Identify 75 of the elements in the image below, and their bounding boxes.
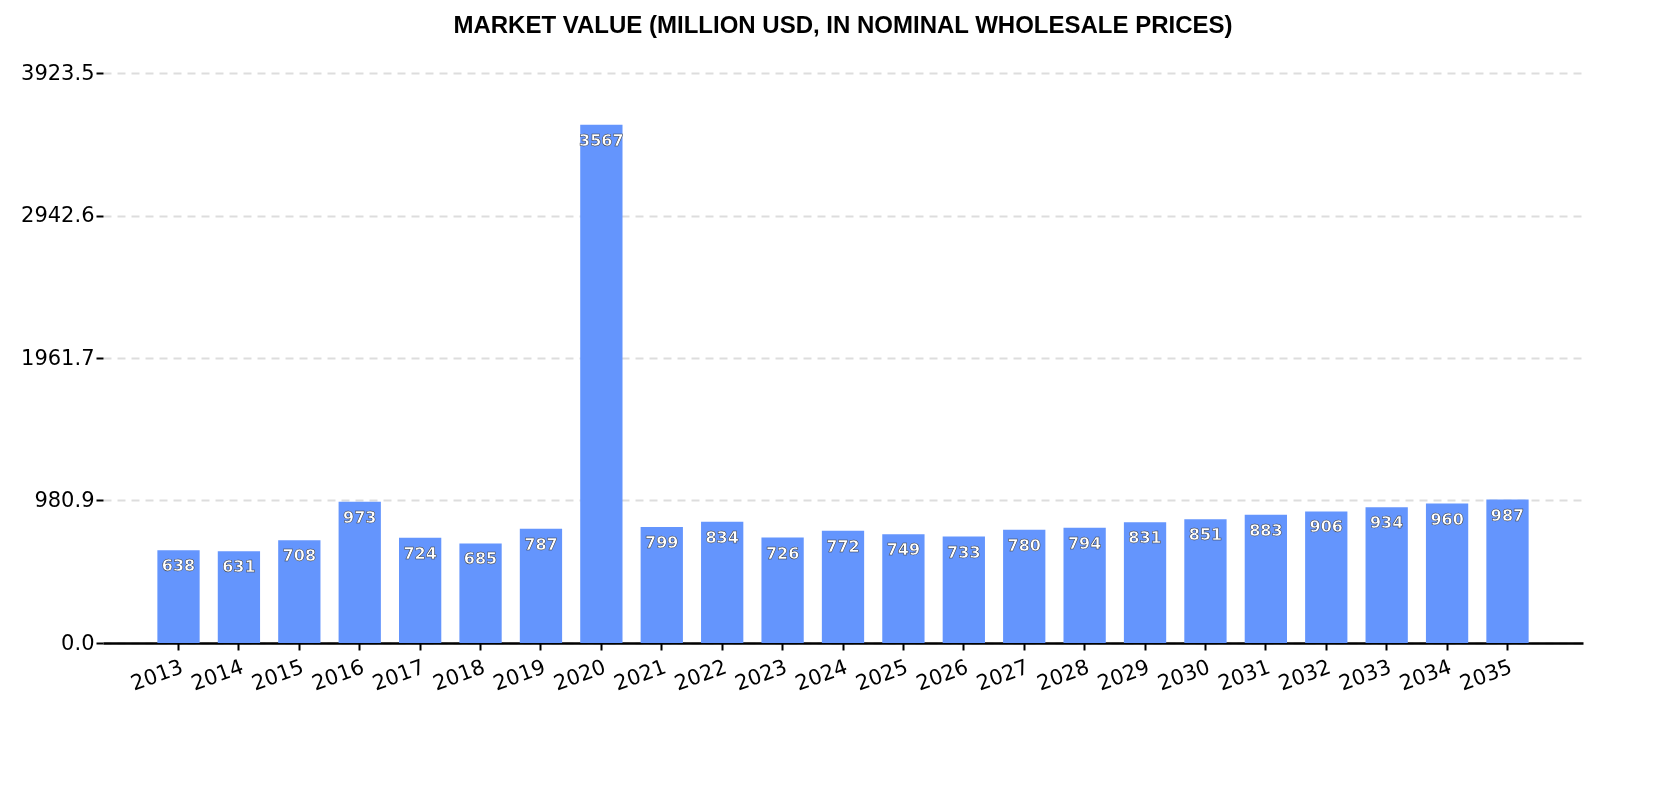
data-label: 3567 bbox=[579, 130, 624, 150]
data-label: 631 bbox=[222, 557, 256, 577]
data-label: 787 bbox=[524, 534, 558, 554]
x-tick-label: 2031 bbox=[1214, 654, 1274, 696]
x-tick-label: 2027 bbox=[973, 654, 1032, 696]
x-tick-label: 2015 bbox=[248, 654, 307, 696]
x-tick-label: 2035 bbox=[1456, 654, 1516, 696]
x-tick-label: 2034 bbox=[1396, 654, 1455, 696]
data-label: 749 bbox=[886, 540, 921, 560]
bar bbox=[278, 540, 321, 643]
x-tick-label: 2030 bbox=[1154, 654, 1213, 696]
data-label: 799 bbox=[645, 532, 679, 552]
bar bbox=[399, 537, 442, 643]
x-tick-label: 2033 bbox=[1335, 654, 1395, 696]
bar bbox=[1184, 519, 1227, 643]
bar bbox=[338, 501, 381, 643]
y-tick-label: 1961.7 bbox=[21, 345, 95, 370]
data-label: 724 bbox=[403, 543, 437, 563]
x-tick-label: 2029 bbox=[1094, 654, 1153, 696]
bar bbox=[1003, 529, 1046, 643]
bar bbox=[1123, 522, 1167, 643]
x-tick-label: 2021 bbox=[610, 654, 670, 696]
y-tick-label: 980.9 bbox=[34, 488, 95, 512]
y-tick-label: 2942.6 bbox=[21, 203, 95, 227]
bar bbox=[942, 536, 985, 643]
bar bbox=[1425, 503, 1469, 643]
data-label: 987 bbox=[1490, 505, 1525, 525]
x-tick-label: 2032 bbox=[1275, 654, 1334, 696]
y-tick-label: 0.0 bbox=[61, 630, 95, 655]
x-tick-label: 2014 bbox=[188, 654, 247, 696]
data-label: 883 bbox=[1249, 520, 1283, 540]
y-tick-label: 3923.5 bbox=[21, 60, 95, 85]
bar bbox=[640, 526, 683, 643]
data-label: 834 bbox=[705, 527, 739, 547]
data-label: 906 bbox=[1309, 517, 1343, 537]
bar bbox=[157, 550, 200, 643]
x-tick-label: 2028 bbox=[1033, 654, 1093, 696]
bar bbox=[701, 521, 744, 643]
x-tick-label: 2020 bbox=[550, 654, 609, 696]
bar bbox=[580, 124, 623, 643]
bar bbox=[459, 543, 502, 643]
x-tick-label: 2019 bbox=[490, 654, 549, 696]
bar bbox=[1486, 499, 1529, 643]
bar bbox=[1305, 511, 1348, 643]
data-label: 934 bbox=[1369, 513, 1404, 533]
bar bbox=[1244, 514, 1287, 643]
x-tick-label: 2017 bbox=[369, 654, 428, 696]
bar bbox=[761, 537, 804, 643]
x-tick-label: 2024 bbox=[792, 654, 851, 696]
data-label: 794 bbox=[1067, 533, 1102, 553]
bar bbox=[1063, 527, 1106, 643]
chart-title: MARKET VALUE (MILLION USD, IN NOMINAL WHOLESALE PRICES) bbox=[453, 11, 1233, 38]
data-label: 780 bbox=[1007, 535, 1041, 555]
data-label: 973 bbox=[343, 507, 377, 527]
x-tick-label: 2022 bbox=[671, 654, 730, 696]
data-label: 772 bbox=[826, 536, 860, 556]
data-label: 960 bbox=[1430, 509, 1464, 529]
data-label: 831 bbox=[1128, 528, 1162, 548]
x-tick-label: 2013 bbox=[127, 654, 187, 696]
bar bbox=[821, 530, 865, 643]
data-label: 726 bbox=[765, 543, 800, 563]
x-tick-label: 2018 bbox=[429, 654, 489, 696]
data-label: 638 bbox=[161, 556, 196, 576]
bar bbox=[882, 534, 925, 643]
data-label: 708 bbox=[282, 546, 317, 566]
x-tick-label: 2026 bbox=[912, 654, 972, 696]
data-label: 685 bbox=[463, 549, 498, 569]
data-label: 733 bbox=[947, 542, 981, 562]
x-tick-label: 2025 bbox=[852, 654, 911, 696]
x-tick-label: 2023 bbox=[731, 654, 791, 696]
bar bbox=[519, 528, 563, 643]
data-label: 851 bbox=[1188, 525, 1223, 545]
bar bbox=[1365, 507, 1408, 643]
x-tick-label: 2016 bbox=[308, 654, 368, 696]
bar bbox=[217, 551, 261, 643]
